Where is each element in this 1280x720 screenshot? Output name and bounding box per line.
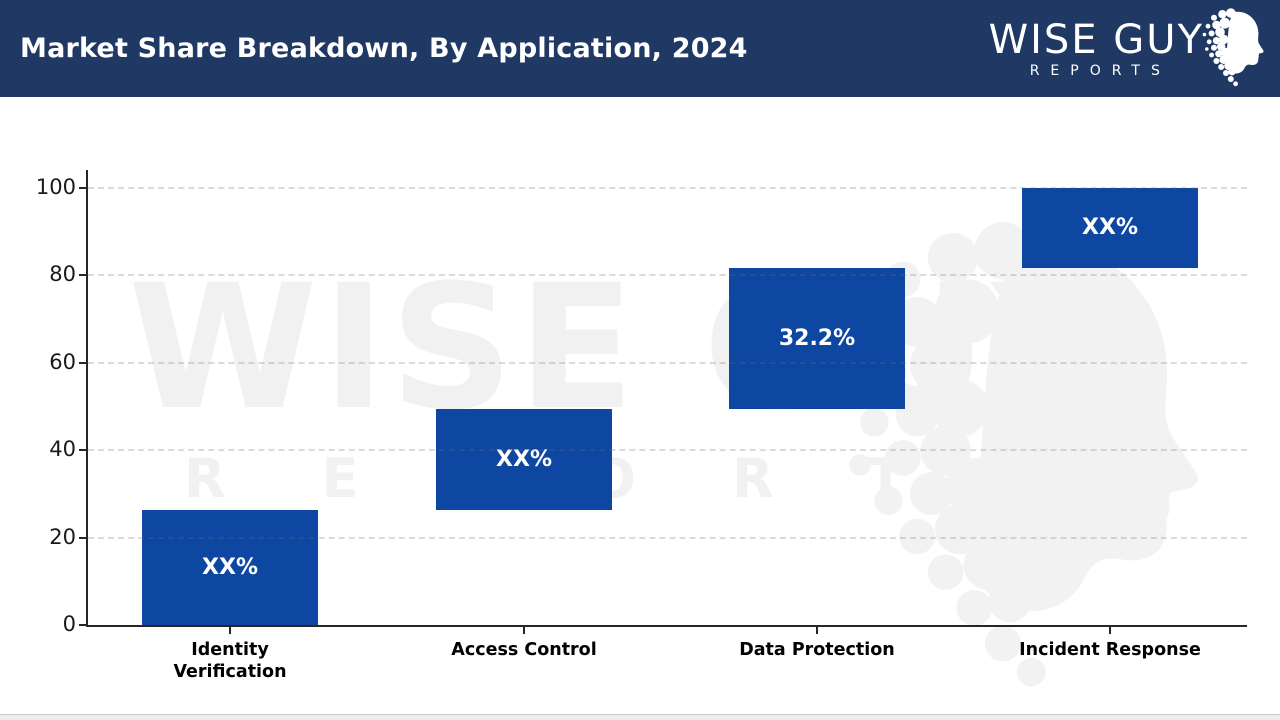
wise-guy-logo: WISE GUY REPORTS — [989, 7, 1280, 91]
x-tick-mark — [523, 627, 525, 634]
logo-wordmark-line1: WISE GUY — [988, 16, 1204, 63]
x-axis-line — [86, 625, 1247, 627]
y-tick-mark — [79, 624, 86, 626]
gridline — [88, 361, 1247, 364]
bar-value-label: 32.2% — [778, 325, 856, 351]
y-tick-label: 80 — [49, 262, 76, 286]
y-tick-label: 40 — [49, 437, 76, 461]
header-bar: Market Share Breakdown, By Application, … — [0, 0, 1280, 97]
bar-value-label: XX% — [202, 554, 258, 580]
chart-title: Market Share Breakdown, By Application, … — [20, 33, 748, 64]
bar-segment: XX% — [436, 408, 612, 510]
y-tick-label: 60 — [49, 349, 76, 374]
x-category-label: Data Protection — [739, 640, 895, 660]
gridline — [88, 186, 1247, 189]
y-tick-mark — [79, 449, 86, 451]
logo-wordmark: WISE GUY REPORTS — [989, 20, 1204, 78]
y-tick-label: 0 — [62, 612, 76, 636]
footer-strip — [0, 714, 1280, 720]
y-tick-mark — [79, 536, 86, 539]
y-axis-line — [86, 170, 88, 627]
y-tick-mark — [79, 361, 86, 364]
logo-head-icon — [1202, 7, 1264, 86]
y-tick-mark — [79, 186, 86, 189]
y-tick-mark — [79, 274, 86, 276]
x-tick-mark — [1109, 627, 1111, 634]
gridline — [88, 274, 1247, 276]
gridline — [88, 449, 1247, 451]
bar-value-label: XX% — [496, 446, 552, 472]
gridline — [88, 536, 1247, 539]
bar-segment: XX% — [142, 509, 318, 625]
x-tick-mark — [816, 627, 818, 634]
y-tick-label: 100 — [35, 174, 76, 199]
x-category-label: Identity Verification — [173, 640, 287, 682]
x-category-label: Access Control — [451, 640, 597, 660]
bar-value-label: XX% — [1082, 215, 1138, 241]
x-category-label: Incident Response — [1019, 640, 1201, 660]
bar-segment: XX% — [1022, 187, 1198, 268]
logo-wordmark-line2: REPORTS — [1029, 62, 1171, 79]
bar-segment: 32.2% — [729, 268, 905, 409]
x-tick-mark — [229, 627, 231, 634]
y-tick-label: 20 — [49, 524, 76, 549]
